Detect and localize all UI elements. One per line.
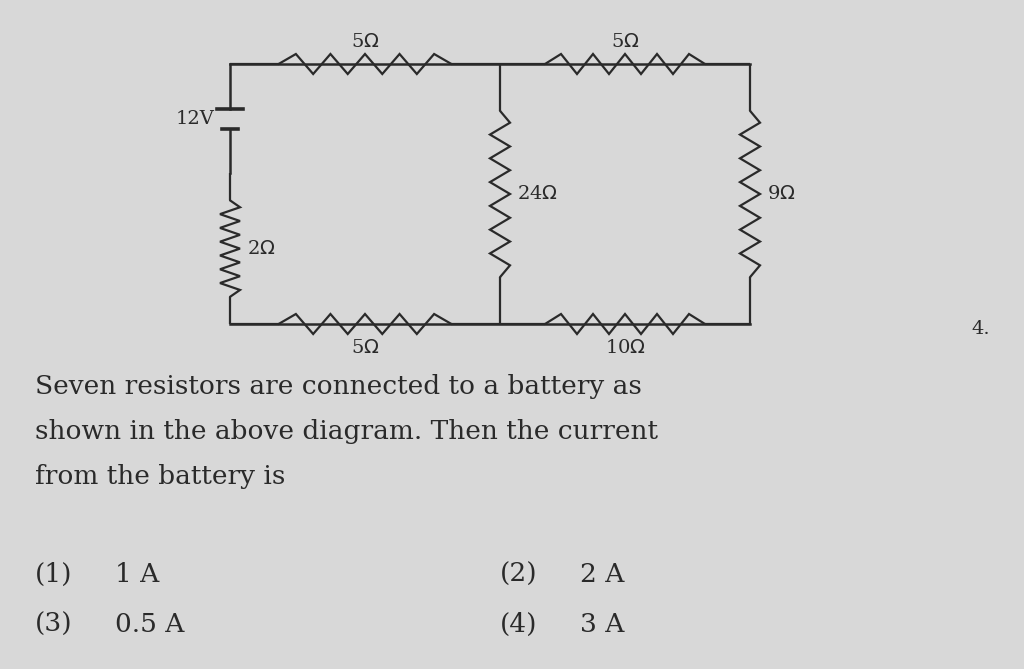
Text: 3 A: 3 A [580,611,625,636]
Text: 12V: 12V [176,110,215,128]
Text: 0.5 A: 0.5 A [115,611,184,636]
Text: (4): (4) [500,611,538,636]
Text: 9$\Omega$: 9$\Omega$ [767,185,796,203]
Text: 2 A: 2 A [580,561,625,587]
Text: Seven resistors are connected to a battery as: Seven resistors are connected to a batte… [35,374,642,399]
Text: from the battery is: from the battery is [35,464,286,489]
Text: 5$\Omega$: 5$\Omega$ [610,33,639,51]
Text: 5$\Omega$: 5$\Omega$ [351,33,379,51]
Text: 5$\Omega$: 5$\Omega$ [351,339,379,357]
Text: (3): (3) [35,611,73,636]
Text: 1 A: 1 A [115,561,160,587]
Text: (1): (1) [35,561,73,587]
Text: 4.: 4. [972,320,990,338]
Text: shown in the above diagram. Then the current: shown in the above diagram. Then the cur… [35,419,658,444]
Text: 2$\Omega$: 2$\Omega$ [247,240,275,258]
Text: (2): (2) [500,561,538,587]
Text: 10$\Omega$: 10$\Omega$ [604,339,645,357]
Text: 24$\Omega$: 24$\Omega$ [517,185,558,203]
